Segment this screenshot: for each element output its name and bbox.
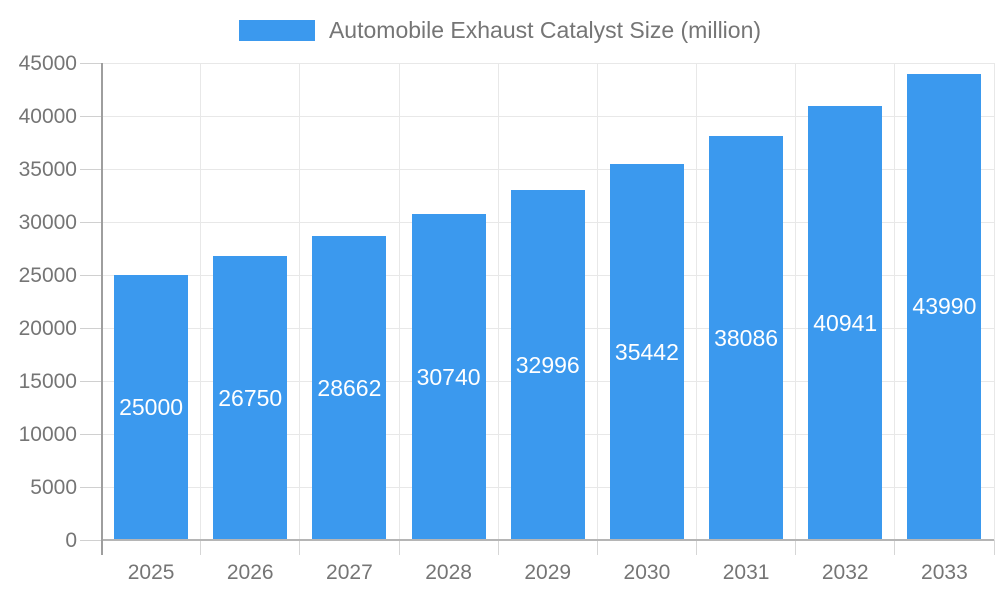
y-axis-line [100,63,103,555]
bar-2026[interactable] [213,256,288,540]
bar-value-label: 43990 [912,293,977,320]
bar-value-label: 28662 [317,374,382,401]
y-tick-label: 35000 [18,157,77,181]
gridline-vertical [596,63,598,540]
gridline-vertical [894,63,896,540]
x-tick-label: 2025 [127,561,175,584]
y-axis-tick [80,380,102,382]
y-tick-label: 25000 [18,263,77,287]
x-axis-tick [795,540,797,555]
gridline-vertical [398,63,400,540]
x-axis-tick [696,540,697,555]
bar-2033[interactable] [907,73,982,540]
x-tick-label: 2030 [623,561,671,584]
y-tick-label: 10000 [18,422,77,446]
y-tick-label: 40000 [18,104,77,128]
y-tick-label: 20000 [18,316,77,340]
y-axis-tick [80,168,102,170]
bar-value-label: 38086 [714,324,779,351]
x-axis-tick [894,540,896,555]
x-tick-label: 2028 [425,561,472,584]
y-axis-tick [80,62,102,64]
x-tick-label: 2033 [921,561,968,584]
legend[interactable]: Automobile Exhaust Catalyst Size (millio… [0,17,1000,44]
gridline-vertical [200,63,202,540]
bar-value-label: 32996 [515,351,580,378]
y-axis-tick [80,274,102,276]
gridline-vertical [993,63,995,540]
gridline-vertical [696,63,697,540]
legend-label: Automobile Exhaust Catalyst Size (millio… [328,17,762,43]
bar-value-label: 30740 [416,363,481,390]
y-axis-tick [80,221,102,223]
x-tick-label: 2027 [326,561,373,584]
bar-2028[interactable] [411,214,486,540]
y-axis-tick [80,486,102,488]
bar-value-label: 40941 [813,309,878,336]
y-axis-tick [80,433,102,435]
gridline-vertical [497,63,499,540]
y-tick-label: 45000 [18,51,77,75]
x-axis-line [100,539,994,541]
gridline-horizontal [101,115,994,117]
x-axis-tick [596,540,598,555]
x-tick-label: 2026 [226,561,274,584]
bar-value-label: 35442 [614,338,679,365]
bar-value-label: 25000 [119,394,184,420]
gridline-horizontal [101,168,994,170]
bar-2031[interactable] [709,136,784,540]
bar-2032[interactable] [808,106,883,540]
x-axis-tick [200,540,202,555]
x-tick-label: 2031 [722,561,770,584]
y-tick-label: 0 [65,528,77,552]
y-axis-tick [80,539,102,541]
bar-2030[interactable] [609,164,684,540]
x-tick-label: 2032 [821,561,869,584]
bar-2025[interactable] [114,275,189,540]
gridline-horizontal [101,62,994,64]
bar-2029[interactable] [510,190,585,540]
gridline-vertical [795,63,797,540]
y-tick-label: 15000 [18,369,77,393]
y-tick-label: 30000 [18,210,77,234]
x-axis-tick [299,540,301,555]
bar-2027[interactable] [312,236,387,540]
legend-swatch [238,20,315,41]
x-tick-label: 2029 [524,561,572,584]
gridline-vertical [299,63,301,540]
bar-value-label: 26750 [218,384,283,411]
x-axis-tick [398,540,400,555]
y-axis-tick [80,327,102,329]
x-axis-tick [993,540,995,555]
y-tick-label: 5000 [30,475,77,499]
x-axis-tick [497,540,499,555]
y-axis-tick [80,115,102,117]
